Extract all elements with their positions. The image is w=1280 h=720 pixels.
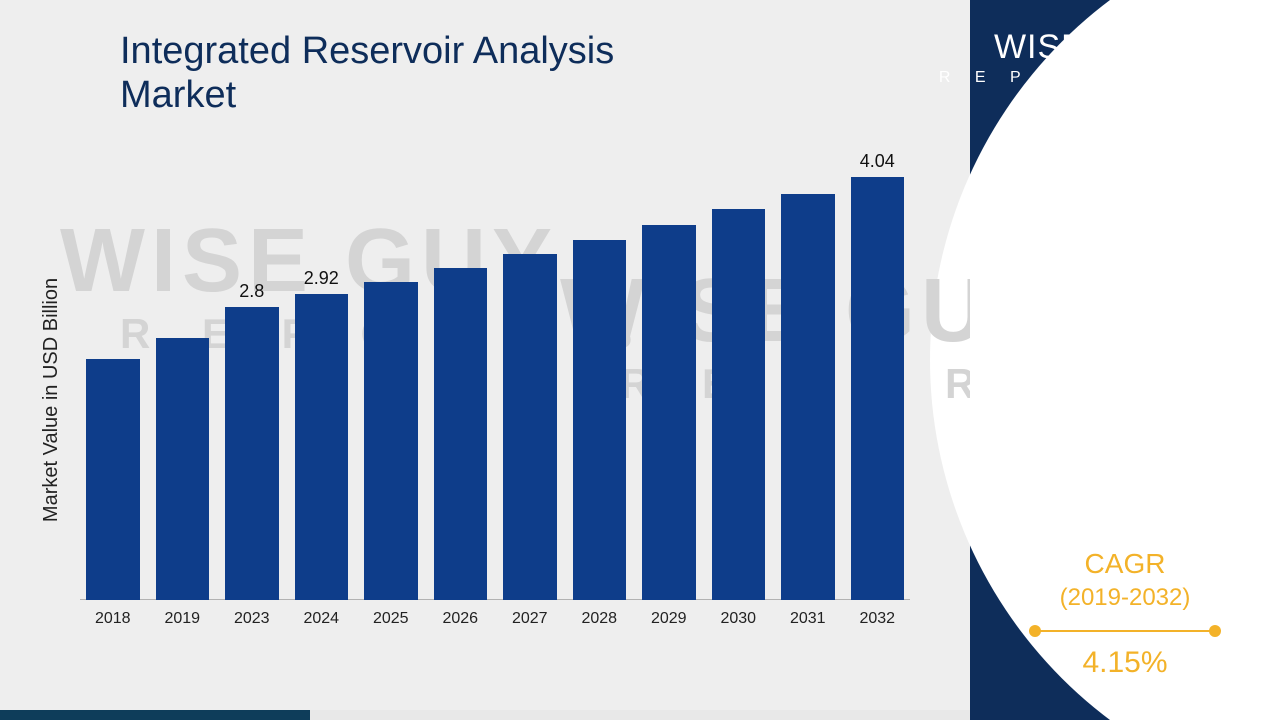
logo-text-line1: WISE GUY — [939, 28, 1172, 67]
x-tick-label: 2025 — [364, 610, 418, 628]
bar — [364, 282, 418, 600]
bar — [712, 209, 766, 600]
cagr-range: (2019-2032) — [970, 584, 1280, 612]
cagr-block: CAGR (2019-2032) 4.15% — [970, 548, 1280, 680]
logo-text-line2: R E P O R T S — [939, 69, 1172, 87]
bar — [851, 177, 905, 600]
x-tick-label: 2018 — [86, 610, 140, 628]
bar-wrap: 2028 — [573, 240, 627, 600]
bar-value-label: 2.92 — [295, 268, 349, 289]
bar — [156, 338, 210, 600]
x-tick-label: 2027 — [503, 610, 557, 628]
x-tick-label: 2030 — [712, 610, 766, 628]
bar — [295, 294, 349, 600]
bar-wrap: 4.042032 — [851, 177, 905, 600]
brand-logo: WISE GUY R E P O R T S — [939, 28, 1250, 87]
bar-wrap: 2031 — [781, 194, 835, 600]
chart-title: Integrated Reservoir Analysis Market — [120, 30, 740, 117]
bar-wrap: 2026 — [434, 268, 488, 600]
bar — [781, 194, 835, 600]
bar — [573, 240, 627, 600]
cagr-divider — [1035, 630, 1215, 632]
bar-wrap: 2027 — [503, 254, 557, 600]
cagr-title: CAGR — [970, 548, 1280, 580]
bar-value-label: 4.04 — [851, 151, 905, 172]
chart-panel: WISE GUY R E P O R T S WISE GUY R E P O … — [0, 0, 970, 710]
x-tick-label: 2031 — [781, 610, 835, 628]
y-axis-label: Market Value in USD Billion — [40, 278, 63, 522]
bottom-accent-bar — [0, 710, 310, 720]
market-infographic: WISE GUY R E P O R T S WISE GUY R E P O … — [0, 0, 1280, 720]
bar — [225, 307, 279, 600]
x-tick-label: 2032 — [851, 610, 905, 628]
x-tick-label: 2026 — [434, 610, 488, 628]
bar-wrap: 2018 — [86, 359, 140, 600]
bar — [503, 254, 557, 600]
cagr-value: 4.15% — [970, 646, 1280, 680]
bar — [86, 359, 140, 600]
bar-wrap: 2025 — [364, 282, 418, 600]
bars-container: 2018 2019 2.82023 2.922024 2025 2026 2027 2028 2… — [80, 160, 910, 600]
x-tick-label: 2028 — [573, 610, 627, 628]
bar-value-label: 2.8 — [225, 281, 279, 302]
x-tick-label: 2029 — [642, 610, 696, 628]
bar-wrap: 2.82023 — [225, 307, 279, 600]
bar-wrap: 2030 — [712, 209, 766, 600]
bar — [642, 225, 696, 600]
bar-wrap: 2029 — [642, 225, 696, 600]
x-tick-label: 2019 — [156, 610, 210, 628]
bar — [434, 268, 488, 600]
x-tick-label: 2024 — [295, 610, 349, 628]
plot-area: 201820192.820232.92202420252026202720282… — [80, 160, 910, 640]
bar-wrap: 2.922024 — [295, 294, 349, 600]
bar-wrap: 2019 — [156, 338, 210, 600]
x-tick-label: 2023 — [225, 610, 279, 628]
